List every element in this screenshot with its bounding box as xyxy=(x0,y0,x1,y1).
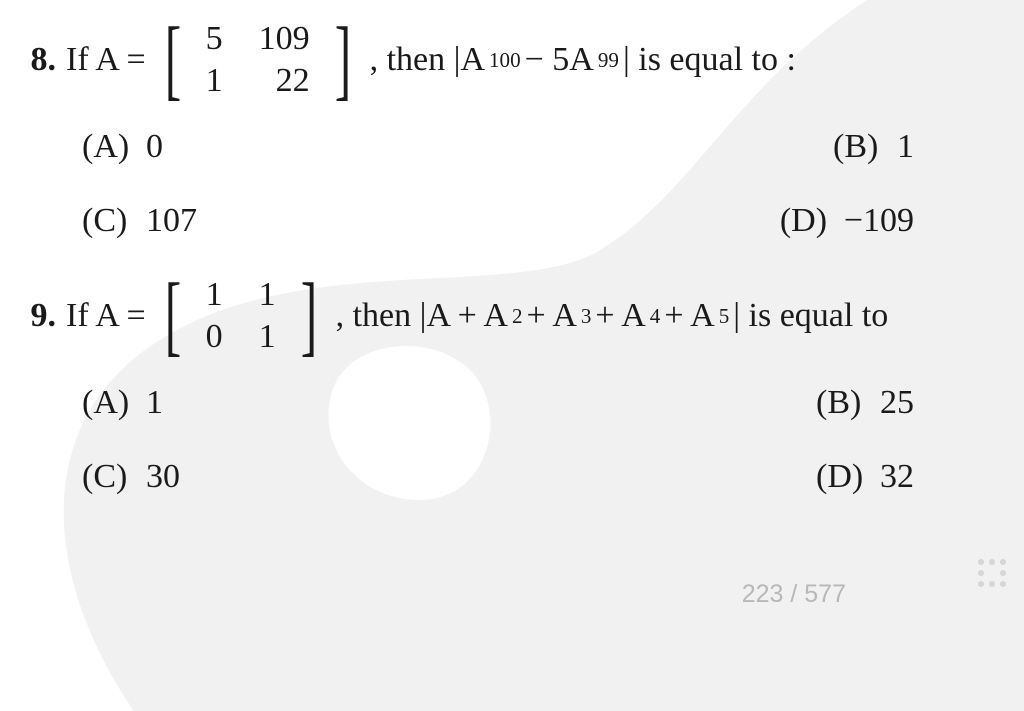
drag-handle-icon[interactable] xyxy=(974,555,1010,591)
bracket-right-icon: ] xyxy=(300,281,316,351)
matrix-A: [ 5 109 1 22 ] xyxy=(158,18,358,102)
matrix-cell: 22 xyxy=(241,60,328,102)
stem-prefix: If A = xyxy=(66,41,146,79)
bracket-right-icon: ] xyxy=(334,25,350,95)
option-label: (C) xyxy=(82,202,136,240)
bracket-left-icon: [ xyxy=(164,281,180,351)
option-value: −109 xyxy=(844,202,914,240)
stem-text: , then |A + A xyxy=(336,297,508,335)
option-a[interactable]: (A) 1 xyxy=(82,384,488,422)
option-a[interactable]: (A) 0 xyxy=(82,128,488,166)
option-b[interactable]: (B) 1 xyxy=(833,128,914,166)
matrix-cell: 109 xyxy=(241,18,328,60)
option-label: (D) xyxy=(780,202,834,240)
option-value: 30 xyxy=(146,458,180,496)
option-label: (C) xyxy=(82,458,136,496)
matrix-cell: 5 xyxy=(188,18,241,60)
question-stem: If A = [ 1 1 0 1 ] , the xyxy=(66,274,888,358)
option-d[interactable]: (D) −109 xyxy=(780,202,914,240)
option-value: 107 xyxy=(146,202,197,240)
option-value: 25 xyxy=(880,384,914,422)
option-label: (B) xyxy=(816,384,870,422)
option-c[interactable]: (C) 107 xyxy=(82,202,488,240)
question-9: 9. If A = [ 1 1 0 1 ] xyxy=(10,274,1014,496)
page-indicator: 223 / 577 xyxy=(742,580,846,609)
option-label: (D) xyxy=(816,458,870,496)
stem-text: | is equal to xyxy=(733,297,888,335)
option-d[interactable]: (D) 32 xyxy=(816,458,914,496)
option-value: 1 xyxy=(897,128,914,166)
question-stem-row: 8. If A = [ 5 109 1 22 ] xyxy=(10,18,1014,102)
matrix-cell: 1 xyxy=(188,274,241,316)
page-total: 577 xyxy=(804,580,846,608)
stem-text: − 5A xyxy=(525,41,594,79)
bracket-left-icon: [ xyxy=(164,25,180,95)
option-value: 32 xyxy=(880,458,914,496)
option-label: (A) xyxy=(82,128,136,166)
exponent: 2 xyxy=(512,304,523,329)
exponent: 100 xyxy=(489,48,521,73)
option-label: (A) xyxy=(82,384,136,422)
question-number: 8. xyxy=(10,41,66,79)
stem-prefix: If A = xyxy=(66,297,146,335)
exponent: 5 xyxy=(719,304,730,329)
matrix-cell: 0 xyxy=(188,316,241,358)
matrix-cell: 1 xyxy=(241,316,294,358)
page-content: 8. If A = [ 5 109 1 22 ] xyxy=(0,0,1024,540)
page-sep: / xyxy=(783,580,804,608)
options-grid: (A) 0 (B) 1 (C) 107 (D) −109 xyxy=(10,128,1014,240)
option-c[interactable]: (C) 30 xyxy=(82,458,488,496)
options-grid: (A) 1 (B) 25 (C) 30 (D) 32 xyxy=(10,384,1014,496)
matrix-cell: 1 xyxy=(188,60,241,102)
stem-text: | is equal to : xyxy=(623,41,796,79)
option-label: (B) xyxy=(833,128,887,166)
page-current: 223 xyxy=(742,580,784,608)
stem-text: , then |A xyxy=(370,41,485,79)
question-stem: If A = [ 5 109 1 22 ] , xyxy=(66,18,796,102)
stem-text: + A xyxy=(527,297,577,335)
question-number: 9. xyxy=(10,297,66,335)
question-8: 8. If A = [ 5 109 1 22 ] xyxy=(10,18,1014,240)
matrix-cell: 1 xyxy=(241,274,294,316)
option-value: 1 xyxy=(146,384,163,422)
stem-text: + A xyxy=(595,297,645,335)
matrix-A: [ 1 1 0 1 ] xyxy=(158,274,324,358)
exponent: 99 xyxy=(598,48,619,73)
option-b[interactable]: (B) 25 xyxy=(816,384,914,422)
exponent: 3 xyxy=(581,304,592,329)
question-stem-row: 9. If A = [ 1 1 0 1 ] xyxy=(10,274,1014,358)
option-value: 0 xyxy=(146,128,163,166)
matrix-table: 5 109 1 22 xyxy=(188,18,328,102)
stem-text: + A xyxy=(664,297,714,335)
exponent: 4 xyxy=(650,304,661,329)
matrix-table: 1 1 0 1 xyxy=(188,274,294,358)
